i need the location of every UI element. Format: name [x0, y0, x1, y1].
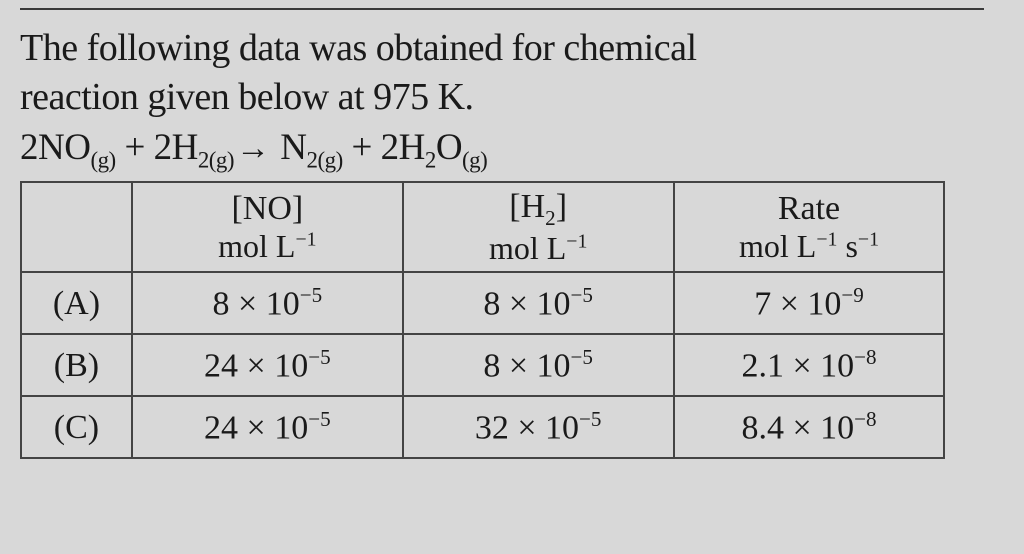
row-label: (A) [21, 272, 132, 334]
row-label: (C) [21, 396, 132, 458]
data-table: [NO] mol L−1 [H2] mol L−1 Rate mol L−1 s… [20, 181, 945, 459]
header-rate-unit-pre: mol L [739, 228, 816, 264]
table-row: (C) 24 × 10−5 32 × 10−5 8.4 × 10−8 [21, 396, 944, 458]
cell-h2: 8 × 10−5 [403, 272, 674, 334]
cell-val-exp: −5 [571, 283, 593, 307]
header-no-label: [NO] [139, 189, 396, 228]
header-rate: Rate mol L−1 s−1 [674, 182, 945, 272]
intro-line2: reaction given below at 975 K. [20, 76, 474, 118]
header-blank [21, 182, 132, 272]
cell-val-exp: −5 [308, 407, 330, 431]
cell-val-base: 8 × 10 [483, 285, 570, 322]
plus-1: + [116, 127, 154, 168]
cell-val-base: 8 × 10 [213, 285, 300, 322]
cell-val-exp: −5 [308, 345, 330, 369]
header-rate-unit-exp1: −1 [816, 229, 837, 251]
header-h2-label: [H2] [410, 187, 667, 230]
cell-val-base: 24 × 10 [204, 347, 308, 384]
cell-val-base: 24 × 10 [204, 409, 308, 446]
cell-no: 24 × 10−5 [132, 396, 403, 458]
cell-no: 8 × 10−5 [132, 272, 403, 334]
reactant-1: 2NO [20, 127, 90, 168]
header-rate-unit: mol L−1 s−1 [681, 228, 938, 265]
reactant-1-phase: (g) [90, 148, 115, 173]
cell-h2: 8 × 10−5 [403, 334, 674, 396]
plus-2: + [343, 127, 381, 168]
reactant-2: 2H [154, 127, 198, 168]
cell-rate: 8.4 × 10−8 [674, 396, 945, 458]
table-row: (B) 24 × 10−5 8 × 10−5 2.1 × 10−8 [21, 334, 944, 396]
product-2-sub: 2 [425, 148, 436, 173]
arrow-icon: → [234, 128, 272, 171]
cell-val-base: 7 × 10 [754, 285, 841, 322]
cell-val-base: 32 × 10 [475, 409, 579, 446]
cell-val-exp: −8 [854, 407, 876, 431]
product-2-ox: O [436, 127, 462, 168]
cell-rate: 7 × 10−9 [674, 272, 945, 334]
product-1: N [272, 127, 307, 168]
cell-val-base: 8 × 10 [483, 347, 570, 384]
header-h2-unit: mol L−1 [410, 230, 667, 267]
cell-val-exp: −5 [300, 283, 322, 307]
cell-rate: 2.1 × 10−8 [674, 334, 945, 396]
header-h2-label-pre: [H [509, 188, 545, 225]
table-header-row: [NO] mol L−1 [H2] mol L−1 Rate mol L−1 s… [21, 182, 944, 272]
top-rule [20, 8, 984, 10]
header-rate-unit-mid: s [837, 228, 857, 264]
cell-val-exp: −9 [841, 283, 863, 307]
header-rate-unit-exp2: −1 [858, 229, 879, 251]
header-no: [NO] mol L−1 [132, 182, 403, 272]
header-h2-label-close: ] [556, 188, 567, 225]
table-row: (A) 8 × 10−5 8 × 10−5 7 × 10−9 [21, 272, 944, 334]
cell-val-exp: −5 [571, 345, 593, 369]
row-label: (B) [21, 334, 132, 396]
header-h2-unit-exp: −1 [566, 231, 587, 253]
intro-line1: The following data was obtained for chem… [20, 27, 697, 69]
header-no-unit-exp: −1 [295, 229, 316, 251]
header-h2-label-sub: 2 [545, 206, 556, 230]
product-2-phase: (g) [462, 148, 487, 173]
cell-val-exp: −8 [854, 345, 876, 369]
header-no-unit-pre: mol L [218, 228, 295, 264]
reaction-equation: 2NO(g) + 2H2(g)→ N2(g) + 2H2O(g) [20, 125, 984, 175]
reactant-2-sub: 2(g) [198, 148, 234, 173]
header-no-unit: mol L−1 [139, 228, 396, 265]
cell-no: 24 × 10−5 [132, 334, 403, 396]
product-1-sub: 2(g) [307, 148, 343, 173]
cell-val-base: 2.1 × 10 [741, 347, 854, 384]
header-rate-label: Rate [681, 189, 938, 228]
product-2: 2H [381, 127, 425, 168]
intro-text: The following data was obtained for chem… [20, 24, 984, 121]
header-h2: [H2] mol L−1 [403, 182, 674, 272]
header-h2-unit-pre: mol L [489, 230, 566, 266]
cell-h2: 32 × 10−5 [403, 396, 674, 458]
cell-val-base: 8.4 × 10 [741, 409, 854, 446]
cell-val-exp: −5 [579, 407, 601, 431]
